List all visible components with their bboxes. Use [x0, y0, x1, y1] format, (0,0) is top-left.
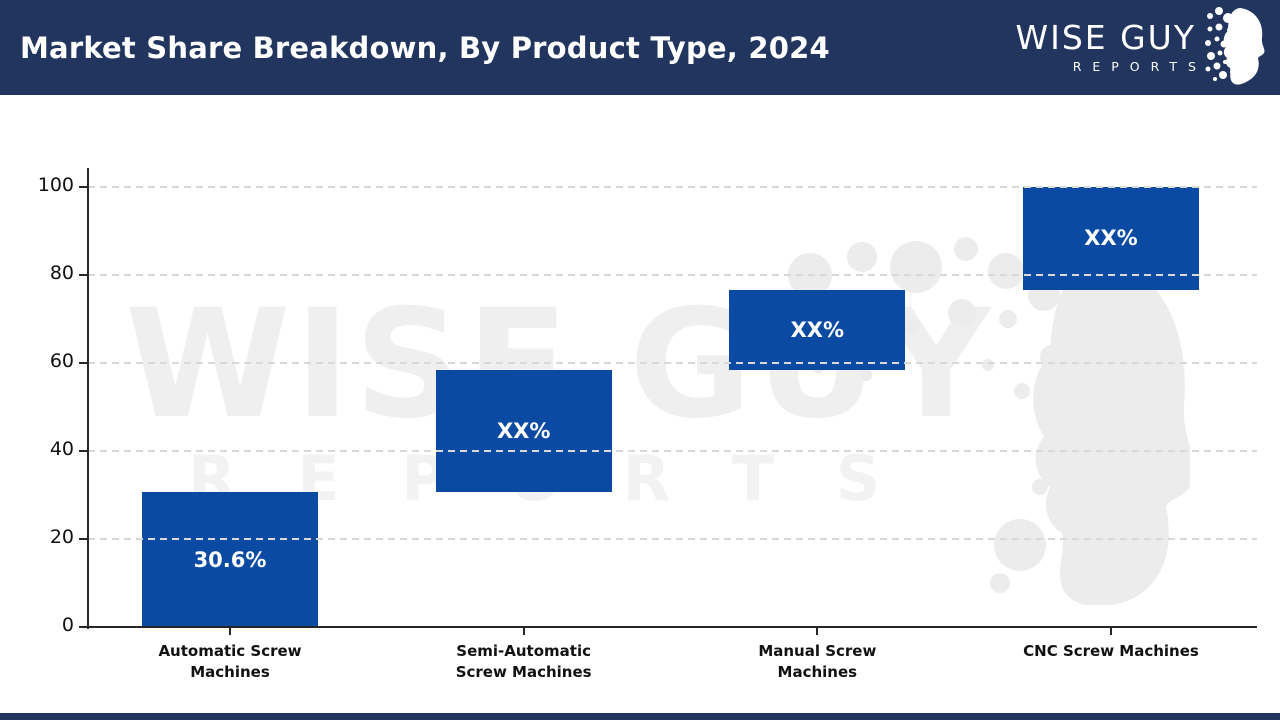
x-tick-mark: [229, 628, 231, 635]
header-bar: Market Share Breakdown, By Product Type,…: [0, 0, 1280, 95]
y-tick-mark: [79, 450, 87, 452]
footer-bar: [0, 713, 1280, 720]
category-label-line: Machines: [190, 663, 270, 681]
y-tick-mark: [79, 538, 87, 540]
category-label-line: Semi-Automatic: [456, 642, 591, 660]
category-label: Semi-Automatic Screw Machines: [394, 641, 654, 683]
category-label-line: CNC Screw Machines: [1023, 642, 1199, 660]
category-label: Automatic Screw Machines: [100, 641, 360, 683]
bar-segment: XX%: [729, 289, 906, 370]
bar-value-label: 30.6%: [193, 547, 267, 572]
gridline: [88, 186, 1257, 188]
category-label-line: Automatic Screw: [158, 642, 302, 660]
bar-segment: XX%: [435, 369, 612, 493]
bar-value-label: XX%: [790, 317, 845, 342]
chart-title: Market Share Breakdown, By Product Type,…: [20, 30, 830, 65]
y-tick-label: 20: [49, 526, 74, 548]
wise-guy-logo: WISE GUY REPORTS: [1015, 6, 1266, 88]
category-label: CNC Screw Machines: [981, 641, 1241, 662]
category-label-line: Manual Screw: [758, 642, 877, 660]
y-tick-label: 80: [49, 262, 74, 284]
bar-value-label: XX%: [496, 418, 551, 443]
x-axis-line: [87, 626, 1257, 628]
bar-segment: XX%: [1023, 187, 1199, 290]
y-tick-label: 100: [37, 174, 74, 196]
gridline: [88, 274, 1257, 276]
y-tick-mark: [79, 362, 87, 364]
category-label-line: Machines: [777, 663, 858, 681]
logo-text: WISE GUY REPORTS: [1015, 18, 1196, 75]
gridline: [88, 450, 1257, 452]
logo-subtitle: REPORTS: [1072, 59, 1207, 74]
y-tick-mark: [79, 186, 87, 188]
y-tick-label: 0: [61, 614, 74, 636]
gridline: [88, 538, 1257, 540]
x-tick-mark: [1110, 628, 1112, 635]
y-tick-label: 40: [49, 438, 74, 460]
category-label-line: Screw Machines: [455, 663, 592, 681]
y-tick-mark: [79, 626, 87, 628]
x-tick-mark: [816, 628, 819, 635]
y-tick-label: 60: [49, 350, 74, 372]
x-tick-mark: [522, 628, 525, 635]
category-label: Manual Screw Machines: [687, 641, 947, 683]
y-axis-line: [87, 168, 89, 629]
bar-value-label: XX%: [1084, 226, 1138, 251]
logo-face-icon: [1205, 7, 1265, 85]
logo-wordmark: WISE GUY: [1015, 18, 1196, 57]
y-tick-mark: [79, 274, 87, 276]
gridline: [88, 362, 1257, 364]
bar-segment: 30.6%: [142, 492, 318, 627]
